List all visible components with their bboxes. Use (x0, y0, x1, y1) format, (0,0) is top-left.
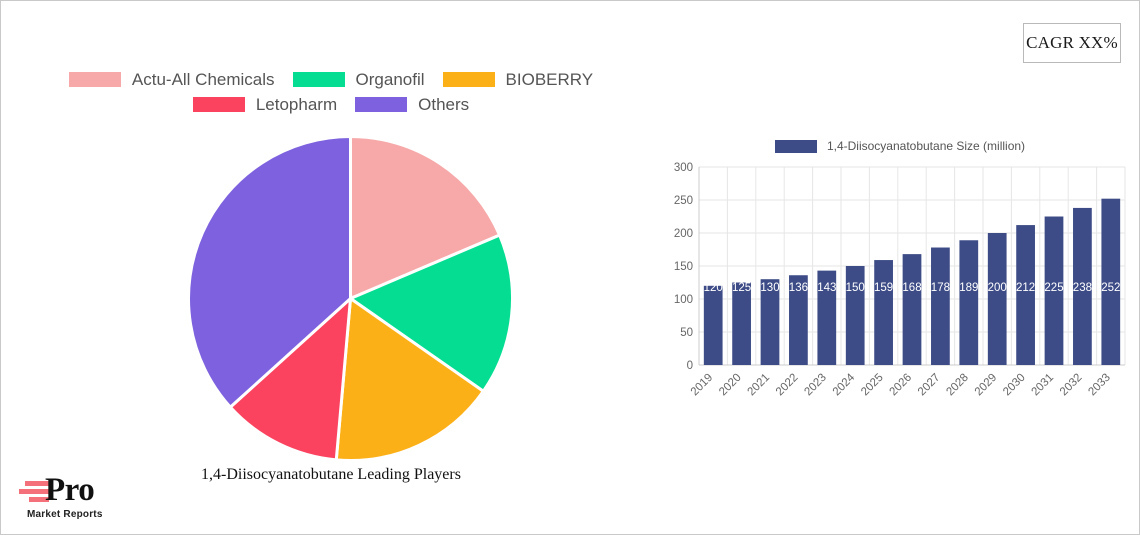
x-axis-tick-label: 2027 (916, 372, 943, 399)
bar (760, 279, 780, 365)
y-axis-tick-label: 100 (674, 294, 693, 306)
bar (959, 240, 979, 365)
x-axis-tick-label: 2024 (831, 371, 858, 398)
x-axis-tick-label: 2033 (1086, 372, 1113, 399)
legend-swatch-icon (192, 97, 245, 112)
pie-slice (347, 233, 514, 394)
brand-logo: Pro Market Reports (15, 472, 111, 525)
x-axis-tick-label: 2030 (1001, 372, 1028, 399)
pie-legend-row-2: Letopharm Others (1, 96, 661, 113)
bar (1016, 225, 1035, 365)
bar-chart-panel: 1,4-Diisocyanatobutane Size (million) 0 5… (669, 139, 1131, 414)
x-axis-tick-label: 2020 (717, 372, 744, 399)
x-axis-tick-label: 2028 (944, 372, 971, 399)
pie-chart-panel: Actu-All Chemicals Organofil BIOBERRY Le… (1, 1, 661, 534)
x-axis-tick-label: 2022 (774, 372, 801, 399)
pie-legend-label: Others (418, 95, 470, 114)
x-axis-tick-label: 2019 (689, 372, 716, 399)
bar-value-label: 238 (1073, 282, 1092, 294)
logo-speed-bar-icon (19, 489, 49, 494)
bar (1044, 216, 1064, 365)
bar (931, 247, 950, 365)
legend-swatch-icon (68, 72, 121, 87)
bar-legend-label: 1,4-Diisocyanatobutane Size (million) (826, 139, 1026, 153)
y-axis-tick-label: 200 (674, 228, 693, 240)
pie-legend-item-actu-all-chemicals: Actu-All Chemicals (68, 70, 275, 89)
bar-value-label: 143 (817, 282, 836, 294)
logo-mark: Pro (15, 472, 111, 509)
bar-chart-svg: 0 50 100 150 200 250 300 120 2019 125 2020 130 2021 1… (674, 162, 1126, 399)
pie-legend-item-bioberry: BIOBERRY (442, 70, 594, 89)
pie-chart-svg (187, 134, 514, 462)
y-axis-tick-label: 150 (674, 261, 693, 273)
bar (987, 233, 1007, 365)
pie-legend-label: Letopharm (255, 95, 338, 114)
bar (1101, 198, 1121, 365)
legend-swatch-icon (442, 72, 495, 87)
pie-chart-caption: 1,4-Diisocyanatobutane Leading Players (201, 466, 461, 483)
bar-value-label: 168 (902, 282, 921, 294)
x-axis-tick-label: 2023 (802, 372, 829, 399)
bar-value-label: 200 (988, 282, 1007, 294)
x-axis-tick-label: 2021 (746, 372, 773, 399)
bar (1073, 207, 1092, 365)
bar-value-label: 120 (704, 282, 723, 294)
bar (902, 254, 922, 365)
x-axis-tick-label: 2031 (1030, 372, 1057, 399)
pie-slice (334, 295, 486, 462)
bar (874, 260, 893, 365)
cagr-badge-label: CAGR XX% (1026, 33, 1118, 52)
bar-value-label: 178 (931, 282, 950, 294)
legend-swatch-icon (774, 139, 817, 153)
pie-legend-label: Organofil (355, 70, 425, 89)
bar (703, 285, 723, 365)
pie-legend-item-organofil: Organofil (292, 70, 425, 89)
pie-slice (187, 134, 352, 410)
logo-speed-bar-icon (25, 481, 49, 486)
logo-tagline: Market Reports (27, 509, 103, 520)
bar-chart-legend: 1,4-Diisocyanatobutane Size (million) (669, 139, 1131, 153)
bar-value-label: 225 (1044, 282, 1063, 294)
bar (789, 275, 808, 365)
y-axis-tick-label: 0 (687, 360, 693, 372)
pie-legend-label: Actu-All Chemicals (131, 70, 275, 89)
bar-value-label: 189 (959, 282, 978, 294)
pie-slice (228, 294, 353, 462)
bar-value-label: 212 (1016, 282, 1035, 294)
bar-value-label: 150 (846, 282, 865, 294)
bar (817, 270, 837, 365)
x-axis-tick-label: 2029 (973, 372, 1000, 399)
x-axis-tick-label: 2032 (1058, 372, 1085, 399)
logo-speed-bar-icon (29, 497, 49, 502)
bar (732, 282, 751, 365)
cagr-badge: CAGR XX% (1023, 23, 1121, 63)
bar-value-label: 136 (789, 282, 808, 294)
bar-value-label: 159 (874, 282, 893, 294)
pie-legend-item-others: Others (355, 96, 469, 113)
x-axis-tick-label: 2026 (888, 372, 915, 399)
logo-wordmark: Pro (45, 472, 95, 508)
legend-swatch-icon (292, 72, 345, 87)
pie-legend-label: BIOBERRY (505, 70, 594, 89)
y-axis-tick-label: 300 (674, 162, 693, 174)
legend-swatch-icon (355, 97, 408, 112)
pie-slice (349, 134, 502, 301)
x-axis-tick-label: 2025 (859, 372, 886, 399)
bar-value-label: 252 (1101, 282, 1120, 294)
y-axis-tick-label: 250 (674, 195, 693, 207)
pie-chart (187, 134, 514, 462)
bar (845, 266, 865, 365)
pie-legend: Actu-All Chemicals Organofil BIOBERRY Le… (1, 71, 661, 113)
bar-value-label: 130 (760, 282, 779, 294)
pie-legend-item-letopharm: Letopharm (192, 95, 338, 114)
y-axis-tick-label: 50 (680, 327, 693, 339)
bar-value-label: 125 (732, 282, 751, 294)
pie-legend-row-1: Actu-All Chemicals Organofil BIOBERRY (1, 71, 661, 88)
